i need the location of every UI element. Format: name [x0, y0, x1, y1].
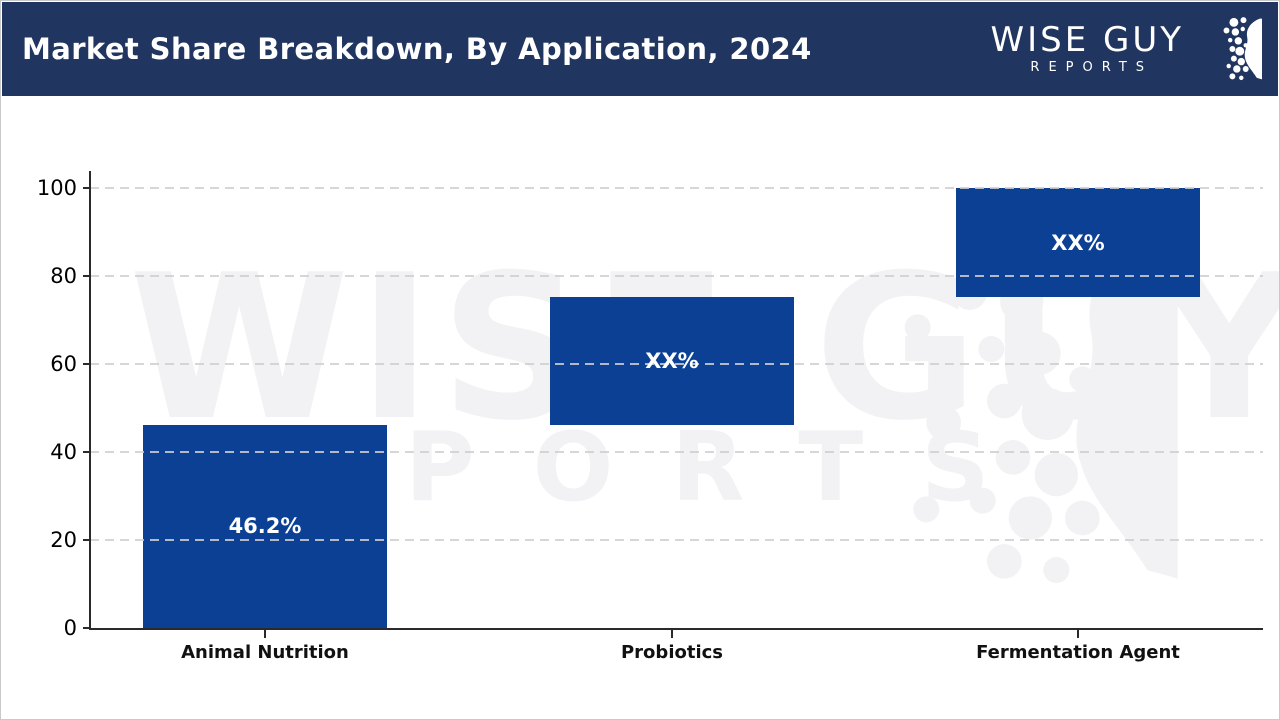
- ytick-label-20: 20: [50, 528, 77, 552]
- ytick-mark-20: [83, 539, 90, 541]
- gridline-100: [90, 187, 1263, 189]
- logo-face-icon: [1223, 17, 1262, 81]
- ytick-label-0: 0: [63, 616, 77, 640]
- bar-value-label: 46.2%: [228, 514, 302, 539]
- ytick-mark-40: [83, 451, 90, 453]
- gridline-20: [90, 539, 1263, 541]
- ytick-label-100: 100: [36, 176, 77, 200]
- bar-animal-nutrition: [143, 424, 387, 628]
- category-label-animal-nutrition: Animal Nutrition: [181, 642, 349, 663]
- ytick-label-60: 60: [50, 352, 77, 376]
- category-label-probiotics: Probiotics: [620, 642, 724, 663]
- bar-fermentation-agent: [956, 188, 1200, 298]
- gridline-60: [90, 363, 1263, 365]
- bar-probiotics: [550, 297, 794, 425]
- y-axis-line: [89, 171, 91, 630]
- header: Market Share Breakdown, By Application, …: [2, 2, 1278, 96]
- category-label-fermentation-agent: Fermentation Agent: [976, 642, 1180, 663]
- ytick-label-80: 80: [50, 264, 77, 288]
- ytick-mark-80: [83, 275, 90, 277]
- ytick-mark-100: [83, 187, 90, 189]
- logo-wordmark-line2: REPORTS: [1030, 60, 1154, 75]
- ytick-mark-0: [83, 627, 90, 629]
- brand-logo: WISE GUY REPORTS: [990, 9, 1278, 89]
- logo-wordmark-line1: WISE GUY: [990, 20, 1184, 60]
- xtick-mark: [264, 630, 266, 638]
- x-axis-line: [89, 628, 1263, 630]
- chart-area: 0 20 40 60 80 100 46.2% XX% XX% Animal Nutritio…: [1, 96, 1279, 719]
- xtick-mark: [671, 630, 673, 638]
- ytick-label-40: 40: [50, 440, 77, 464]
- ytick-mark-60: [83, 363, 90, 365]
- page-title: Market Share Breakdown, By Application, …: [22, 32, 812, 66]
- gridline-80: [90, 275, 1263, 277]
- bar-value-label: XX%: [645, 348, 699, 373]
- xtick-mark: [1077, 630, 1079, 638]
- gridline-40: [90, 451, 1263, 453]
- bar-value-label: XX%: [1051, 230, 1105, 255]
- logo-wordmark: WISE GUY REPORTS: [990, 23, 1184, 75]
